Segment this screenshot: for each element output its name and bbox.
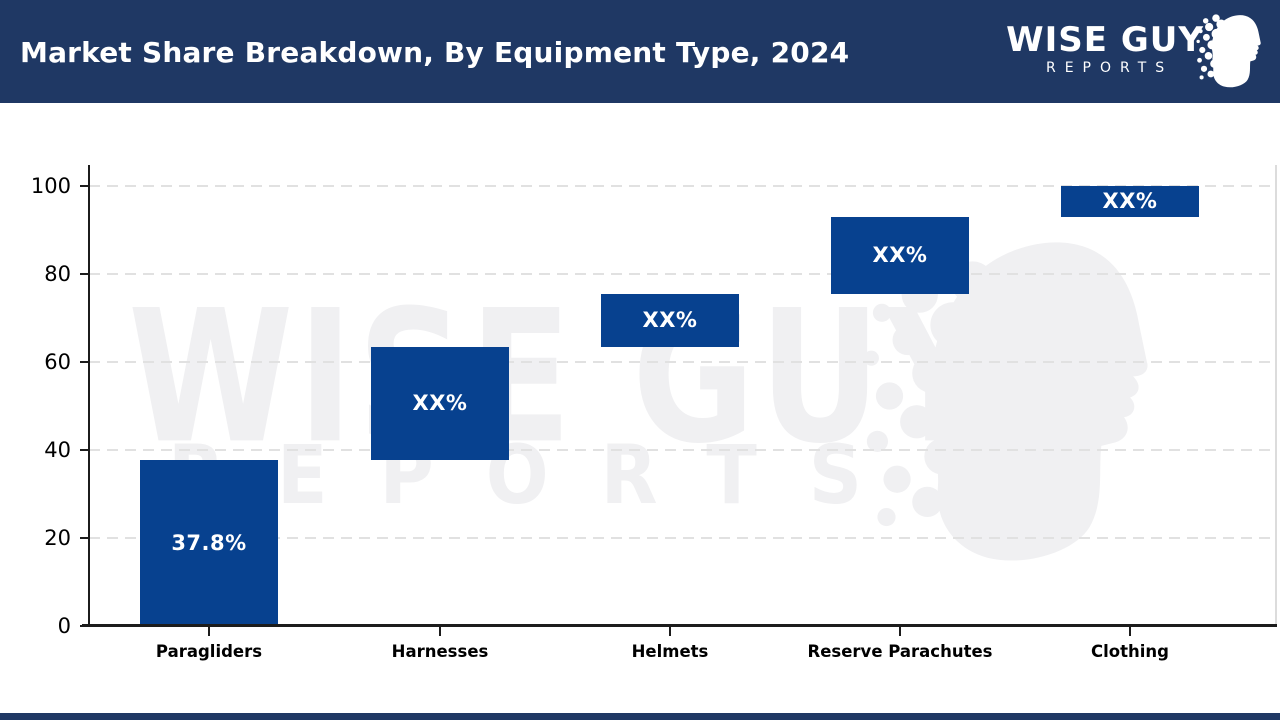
watermark-brand-subname: REPORTS	[168, 428, 915, 523]
watermark-brand-name: WISE GUY	[128, 272, 998, 485]
y-tick-label-60: 60	[44, 350, 71, 374]
gridline-60	[89, 361, 1277, 363]
x-tick-1	[439, 627, 441, 636]
y-tick-80	[80, 273, 89, 275]
x-category-label: Paragliders	[155, 642, 263, 661]
brand-logo-subname: REPORTS	[1045, 60, 1174, 76]
y-tick-label-0: 0	[57, 614, 71, 638]
brand-logo-text: WISE GUY REPORTS	[1006, 22, 1204, 76]
x-category-label: Reserve Parachutes	[807, 642, 993, 661]
bar-value-label: XX%	[412, 391, 468, 416]
bar-value-label: XX%	[642, 308, 698, 333]
x-category-label: Harnesses	[391, 642, 489, 661]
x-category-label: Helmets	[631, 642, 709, 661]
gridline-100	[89, 185, 1277, 187]
y-tick-0	[80, 625, 89, 627]
brand-logo-name: WISE GUY	[1006, 20, 1204, 60]
plot-area: 0 20 40 60 80 100 37.8% Paragliders XX% Harnesses…	[31, 165, 1277, 661]
y-tick-label-100: 100	[30, 174, 71, 198]
bar-helmets: XX%	[601, 293, 739, 347]
y-tick-20	[80, 537, 89, 539]
bar-clothing: XX%	[1061, 186, 1199, 217]
page-title: Market Share Breakdown, By Equipment Typ…	[20, 36, 850, 69]
x-tick-2	[669, 627, 671, 636]
bar-harnesses: XX%	[371, 346, 509, 460]
gridline-20	[89, 537, 1277, 539]
header-bar: Market Share Breakdown, By Equipment Typ…	[0, 0, 1280, 103]
footer-bar	[0, 713, 1280, 720]
y-tick-40	[80, 449, 89, 451]
bar-paragliders: 37.8%	[140, 459, 278, 626]
brand-logo: WISE GUY REPORTS	[1006, 8, 1264, 90]
right-spine	[1275, 165, 1277, 626]
y-tick-100	[80, 185, 89, 187]
y-tick-label-40: 40	[44, 438, 71, 462]
x-tick-3	[899, 627, 901, 636]
y-tick-60	[80, 361, 89, 363]
bar-reserve-parachutes: XX%	[831, 216, 969, 294]
gridline-80	[89, 273, 1277, 275]
gridline-40	[89, 449, 1277, 451]
x-category-label: Clothing	[1091, 642, 1169, 661]
bar-value-label: 37.8%	[171, 530, 247, 555]
y-tick-label-80: 80	[44, 262, 71, 286]
x-tick-0	[208, 627, 210, 636]
x-tick-4	[1129, 627, 1131, 636]
y-tick-label-20: 20	[44, 526, 71, 550]
face-profile-icon	[1196, 14, 1261, 88]
bar-value-label: XX%	[1102, 189, 1158, 214]
bar-value-label: XX%	[872, 243, 928, 268]
x-axis-line	[82, 624, 1277, 627]
y-axis-line	[88, 165, 90, 626]
